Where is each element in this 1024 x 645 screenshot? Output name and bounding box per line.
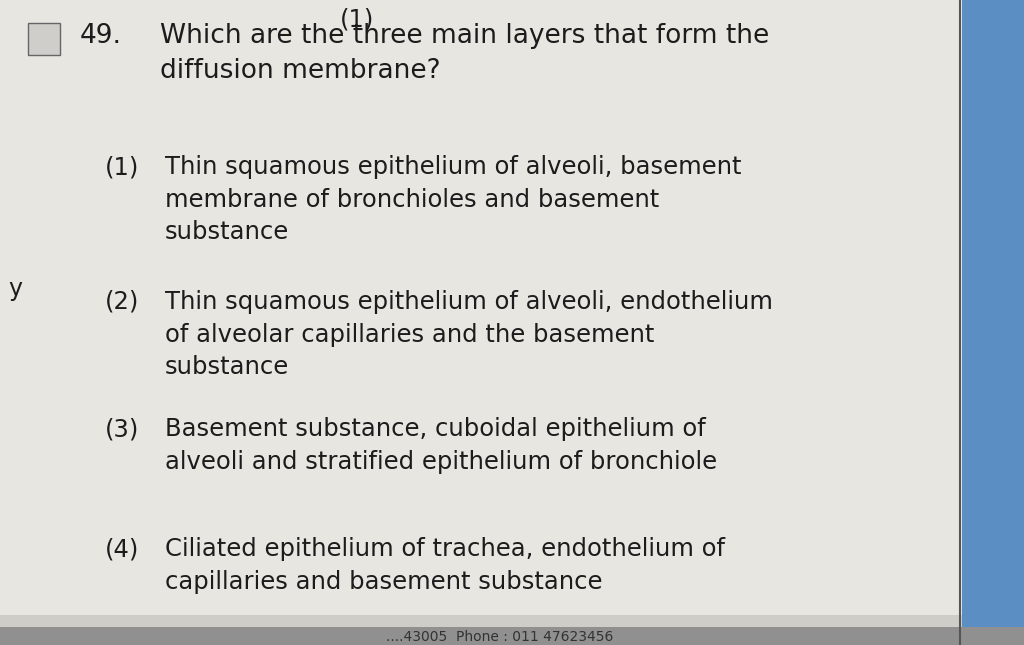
Text: ....43005  Phone : 011 47623456: ....43005 Phone : 011 47623456 — [386, 630, 613, 644]
Text: (4): (4) — [105, 537, 139, 561]
Bar — [961, 0, 1024, 645]
Text: Which are the three main layers that form the
diffusion membrane?: Which are the three main layers that for… — [160, 23, 769, 84]
Text: y: y — [8, 277, 22, 301]
Text: Basement substance, cuboidal epithelium of
alveoli and stratified epithelium of : Basement substance, cuboidal epithelium … — [165, 417, 717, 473]
Text: (2): (2) — [105, 290, 139, 314]
Text: Ciliated epithelium of trachea, endothelium of
capillaries and basement substanc: Ciliated epithelium of trachea, endothel… — [165, 537, 725, 593]
Text: Thin squamous epithelium of alveoli, endothelium
of alveolar capillaries and the: Thin squamous epithelium of alveoli, end… — [165, 290, 773, 379]
Bar — [0, 627, 1024, 645]
Text: (3): (3) — [105, 417, 139, 441]
Text: 49.: 49. — [80, 23, 122, 49]
Text: Thin squamous epithelium of alveoli, basement
membrane of bronchioles and baseme: Thin squamous epithelium of alveoli, bas… — [165, 155, 741, 244]
Text: (1): (1) — [105, 155, 139, 179]
Text: (1): (1) — [340, 7, 375, 31]
FancyBboxPatch shape — [28, 23, 60, 55]
Bar — [0, 615, 962, 645]
